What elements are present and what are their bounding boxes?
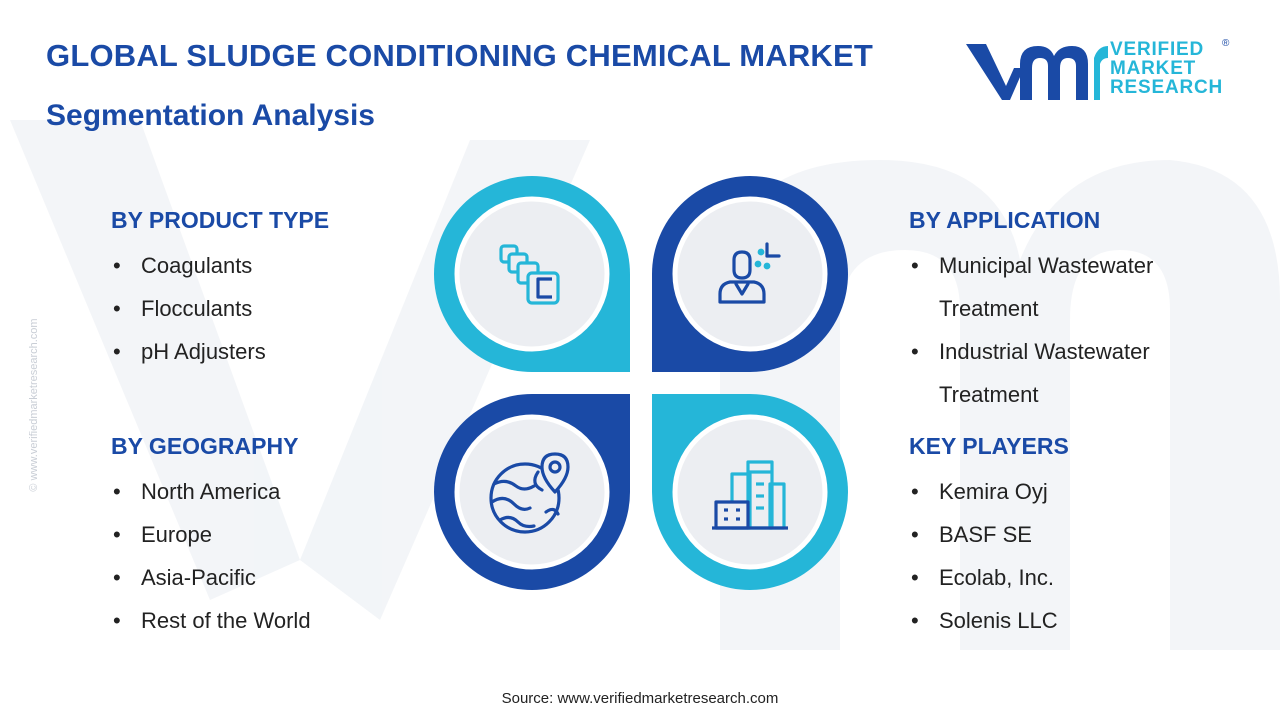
list-item: Rest of the World (111, 599, 311, 642)
list-item: Ecolab, Inc. (909, 556, 1069, 599)
list-item: Flocculants (111, 287, 329, 330)
segment-product-type: BY PRODUCT TYPE Coagulants Flocculants p… (111, 207, 329, 373)
logo-text: VERIFIED MARKET RESEARCH (1110, 40, 1223, 97)
list-item: pH Adjusters (111, 330, 329, 373)
segment-key-players: KEY PLAYERS Kemira Oyj BASF SE Ecolab, I… (909, 433, 1069, 642)
list-item: Coagulants (111, 244, 329, 287)
segment-list: Municipal Wastewater Treatment Industria… (909, 244, 1153, 416)
source-footnote: Source: www.verifiedmarketresearch.com (501, 690, 779, 707)
globe-location-icon (489, 452, 570, 534)
segmentation-quad-graphic (434, 176, 848, 590)
page-subtitle: Segmentation Analysis (46, 99, 375, 132)
side-watermark-url: © www.verifiedmarketresearch.com (28, 318, 40, 492)
list-item: Kemira Oyj (909, 470, 1069, 513)
list-item-line: Industrial Wastewater (939, 339, 1150, 364)
quad-bottom-left (434, 394, 630, 590)
segment-geography: BY GEOGRAPHY North America Europe Asia-P… (111, 433, 311, 642)
list-item: Asia-Pacific (111, 556, 311, 599)
list-item-line: Treatment (939, 296, 1039, 321)
list-item: Industrial Wastewater Treatment (909, 330, 1153, 416)
segment-heading: KEY PLAYERS (909, 433, 1069, 459)
registered-mark: ® (1222, 38, 1230, 49)
segment-list: Kemira Oyj BASF SE Ecolab, Inc. Solenis … (909, 470, 1069, 642)
list-item-line: Treatment (939, 382, 1039, 407)
segment-heading: BY APPLICATION (909, 207, 1101, 233)
list-item: Solenis LLC (909, 599, 1069, 642)
segment-list: Coagulants Flocculants pH Adjusters (111, 244, 329, 373)
person-analytics-icon (718, 242, 781, 304)
list-item: Europe (111, 513, 311, 556)
logo-line-market: MARKET (1110, 58, 1197, 79)
segment-heading: BY GEOGRAPHY (111, 433, 299, 459)
list-item-line: Municipal Wastewater (939, 253, 1154, 278)
buildings-icon (712, 460, 788, 530)
logo-line-research: RESEARCH (1110, 77, 1224, 98)
segment-application: BY APPLICATION Municipal Wastewater Trea… (909, 207, 1153, 416)
list-item: North America (111, 470, 311, 513)
list-item: BASF SE (909, 513, 1069, 556)
logo-line-verified: VERIFIED (1110, 39, 1205, 60)
segment-list: North America Europe Asia-Pacific Rest o… (111, 470, 311, 642)
page-title: GLOBAL SLUDGE CONDITIONING CHEMICAL MARK… (46, 38, 874, 73)
list-item: Municipal Wastewater Treatment (909, 244, 1153, 330)
segment-heading: BY PRODUCT TYPE (111, 207, 330, 233)
stacked-blocks-icon (499, 244, 560, 305)
vmr-logo-icon (966, 44, 1108, 100)
